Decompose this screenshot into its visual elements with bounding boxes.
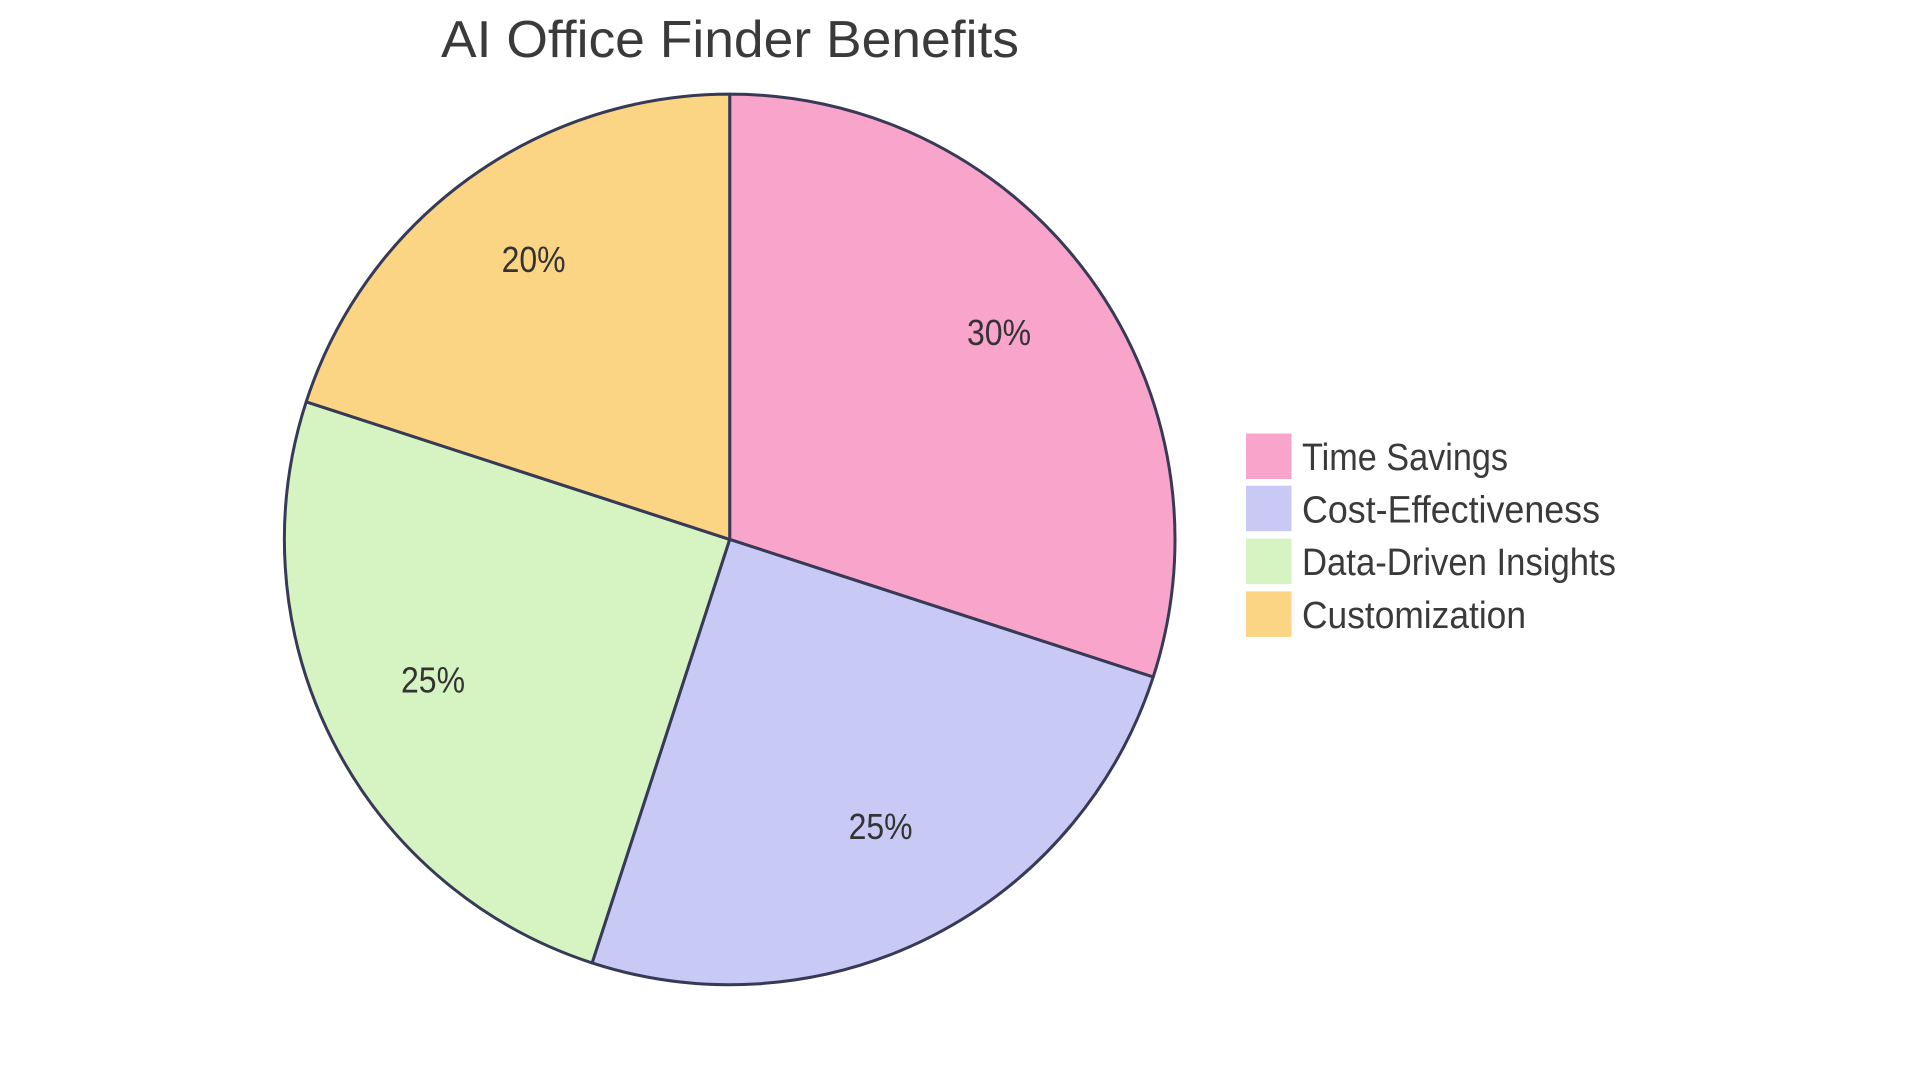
svg-text:20%: 20% [502,239,566,280]
svg-text:Cost-Effectiveness: Cost-Effectiveness [1302,489,1600,531]
svg-text:25%: 25% [849,806,913,847]
svg-text:Time Savings: Time Savings [1302,437,1508,479]
svg-text:AI Office Finder Benefits: AI Office Finder Benefits [441,11,1019,69]
svg-text:Customization: Customization [1302,595,1526,637]
svg-text:Data-Driven Insights: Data-Driven Insights [1302,542,1616,584]
svg-text:25%: 25% [401,659,465,700]
svg-text:30%: 30% [967,312,1031,353]
